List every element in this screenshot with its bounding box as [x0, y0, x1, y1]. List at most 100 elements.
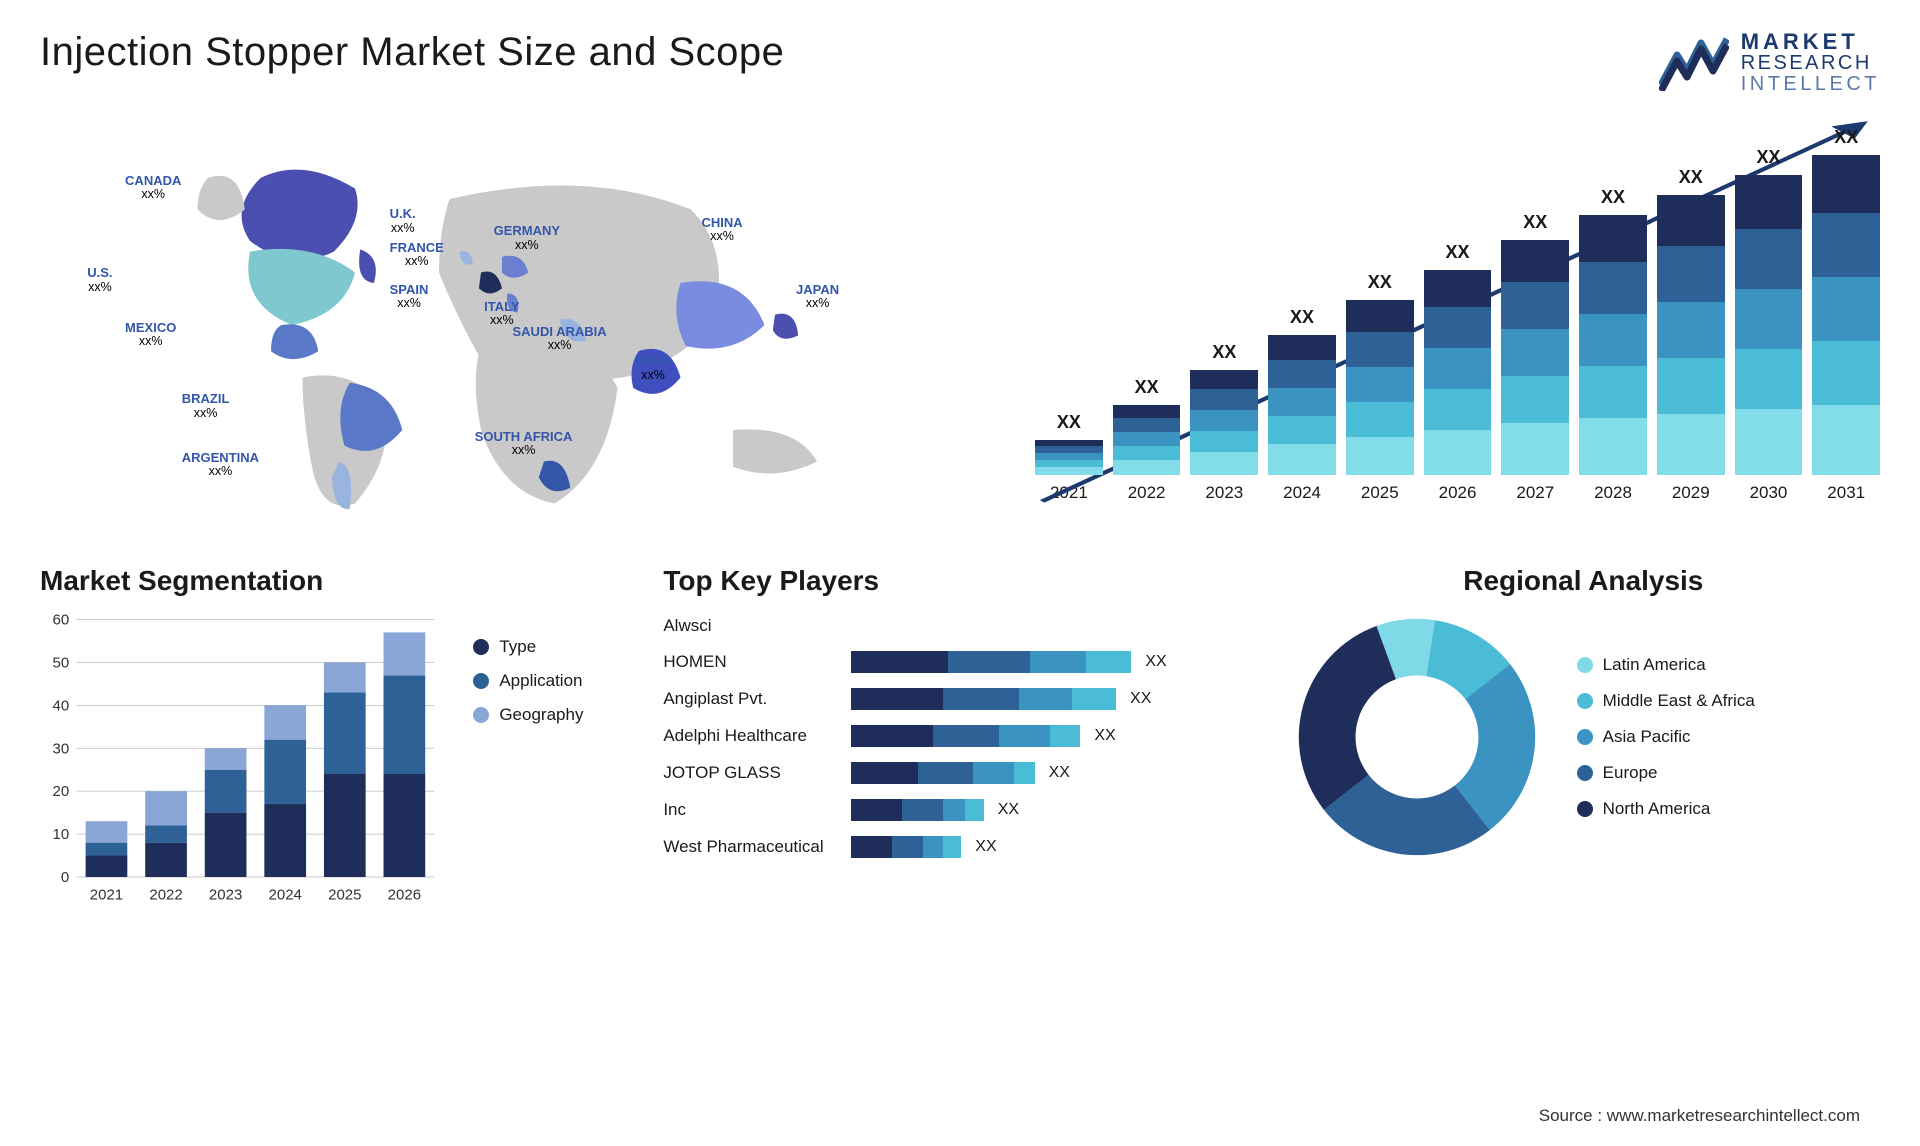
forecast-value-label: XX — [1368, 272, 1392, 293]
regional-legend-middle-east-africa: Middle East & Africa — [1577, 691, 1755, 711]
legend-label: Latin America — [1603, 655, 1706, 675]
brand-logo: MARKET RESEARCH INTELLECT — [1659, 30, 1880, 95]
svg-text:2021: 2021 — [90, 887, 123, 904]
svg-text:2022: 2022 — [149, 887, 182, 904]
regional-legend-europe: Europe — [1577, 763, 1755, 783]
player-label: HOMEN — [663, 652, 833, 672]
regional-title: Regional Analysis — [1287, 565, 1880, 597]
player-bar-west-pharmaceutical: XX — [851, 834, 1256, 860]
regional-donut — [1287, 607, 1547, 867]
svg-text:2024: 2024 — [269, 887, 302, 904]
svg-text:30: 30 — [52, 740, 69, 757]
source-footer: Source : www.marketresearchintellect.com — [1539, 1106, 1860, 1126]
segmentation-title: Market Segmentation — [40, 565, 633, 597]
player-bar-adelphi-healthcare: XX — [851, 723, 1256, 749]
swatch-icon — [473, 673, 489, 689]
svg-text:2023: 2023 — [209, 887, 242, 904]
forecast-x-label: 2026 — [1424, 483, 1492, 503]
map-label-spain: SPAINxx% — [390, 283, 429, 311]
forecast-x-label: 2025 — [1346, 483, 1414, 503]
svg-text:20: 20 — [52, 783, 69, 800]
legend-label: North America — [1603, 799, 1711, 819]
forecast-value-label: XX — [1135, 377, 1159, 398]
forecast-bar-2023: XX — [1190, 370, 1258, 475]
swatch-icon — [1577, 729, 1593, 745]
forecast-x-label: 2022 — [1113, 483, 1181, 503]
forecast-bar-2030: XX — [1735, 175, 1803, 475]
map-label-south-africa: SOUTH AFRICAxx% — [475, 430, 573, 458]
logo-line-2: RESEARCH — [1741, 53, 1880, 74]
forecast-panel: XXXXXXXXXXXXXXXXXXXXXX 20212022202320242… — [1025, 115, 1880, 535]
map-label-china: CHINAxx% — [702, 216, 743, 244]
legend-label: Application — [499, 671, 582, 691]
forecast-x-label: 2031 — [1812, 483, 1880, 503]
legend-label: Europe — [1603, 763, 1658, 783]
forecast-bar-2026: XX — [1424, 270, 1492, 475]
forecast-value-label: XX — [1756, 147, 1780, 168]
map-label-canada: CANADAxx% — [125, 174, 181, 202]
svg-text:50: 50 — [52, 655, 69, 672]
swatch-icon — [473, 639, 489, 655]
forecast-x-label: 2021 — [1035, 483, 1103, 503]
map-label-argentina: ARGENTINAxx% — [182, 451, 259, 479]
legend-label: Geography — [499, 705, 583, 725]
svg-text:0: 0 — [61, 869, 69, 886]
forecast-value-label: XX — [1523, 212, 1547, 233]
legend-label: Type — [499, 637, 536, 657]
player-bar-alwsci — [851, 613, 1256, 639]
players-bars-chart: XXXXXXXXXXXX — [851, 607, 1256, 865]
swatch-icon — [1577, 801, 1593, 817]
swatch-icon — [1577, 693, 1593, 709]
swatch-icon — [473, 707, 489, 723]
player-label: Adelphi Healthcare — [663, 726, 833, 746]
logo-line-3: INTELLECT — [1741, 74, 1880, 95]
player-value: XX — [998, 801, 1019, 819]
svg-text:40: 40 — [52, 697, 69, 714]
forecast-x-label: 2023 — [1190, 483, 1258, 503]
forecast-bar-2021: XX — [1035, 440, 1103, 475]
forecast-value-label: XX — [1057, 412, 1081, 433]
swatch-icon — [1577, 657, 1593, 673]
seg-legend-application: Application — [473, 671, 633, 691]
forecast-bar-2029: XX — [1657, 195, 1725, 475]
regional-legend-north-america: North America — [1577, 799, 1755, 819]
forecast-value-label: XX — [1290, 307, 1314, 328]
forecast-bar-2024: XX — [1268, 335, 1336, 475]
logo-icon — [1659, 35, 1729, 91]
player-label: West Pharmaceutical — [663, 837, 833, 857]
player-bar-angiplast-pvt-: XX — [851, 686, 1256, 712]
forecast-value-label: XX — [1601, 187, 1625, 208]
player-bar-homen: XX — [851, 649, 1256, 675]
svg-text:10: 10 — [52, 826, 69, 843]
map-label-india: INDIAxx% — [635, 354, 670, 382]
forecast-bar-2031: XX — [1812, 155, 1880, 475]
logo-line-1: MARKET — [1741, 30, 1880, 53]
player-value: XX — [1145, 653, 1166, 671]
regional-panel: Regional Analysis Latin America Middle Ea… — [1287, 565, 1880, 865]
map-label-u-k-: U.K.xx% — [390, 207, 416, 235]
svg-text:2025: 2025 — [328, 887, 361, 904]
forecast-x-label: 2029 — [1657, 483, 1725, 503]
players-labels: AlwsciHOMENAngiplast Pvt.Adelphi Healthc… — [663, 607, 833, 865]
forecast-bar-2022: XX — [1113, 405, 1181, 475]
player-label: JOTOP GLASS — [663, 763, 833, 783]
forecast-bar-2027: XX — [1501, 240, 1569, 475]
forecast-bar-2028: XX — [1579, 215, 1647, 475]
map-label-germany: GERMANYxx% — [494, 224, 560, 252]
swatch-icon — [1577, 765, 1593, 781]
map-label-saudi-arabia: SAUDI ARABIAxx% — [513, 325, 607, 353]
segmentation-chart: 0 10 20 30 40 50 60 2021 2022 2023 2024 2025 2026 — [40, 607, 443, 907]
regional-legend-asia-pacific: Asia Pacific — [1577, 727, 1755, 747]
forecast-x-label: 2024 — [1268, 483, 1336, 503]
segmentation-panel: Market Segmentation 01020304050602021202… — [40, 565, 633, 865]
seg-legend-type: Type — [473, 637, 633, 657]
page-title: Injection Stopper Market Size and Scope — [40, 30, 784, 75]
player-value: XX — [1094, 727, 1115, 745]
player-bar-inc: XX — [851, 797, 1256, 823]
player-value: XX — [975, 838, 996, 856]
seg-legend-geography: Geography — [473, 705, 633, 725]
player-label: Angiplast Pvt. — [663, 689, 833, 709]
svg-text:2026: 2026 — [388, 887, 421, 904]
svg-text:60: 60 — [52, 612, 69, 629]
regional-legend-latin-america: Latin America — [1577, 655, 1755, 675]
